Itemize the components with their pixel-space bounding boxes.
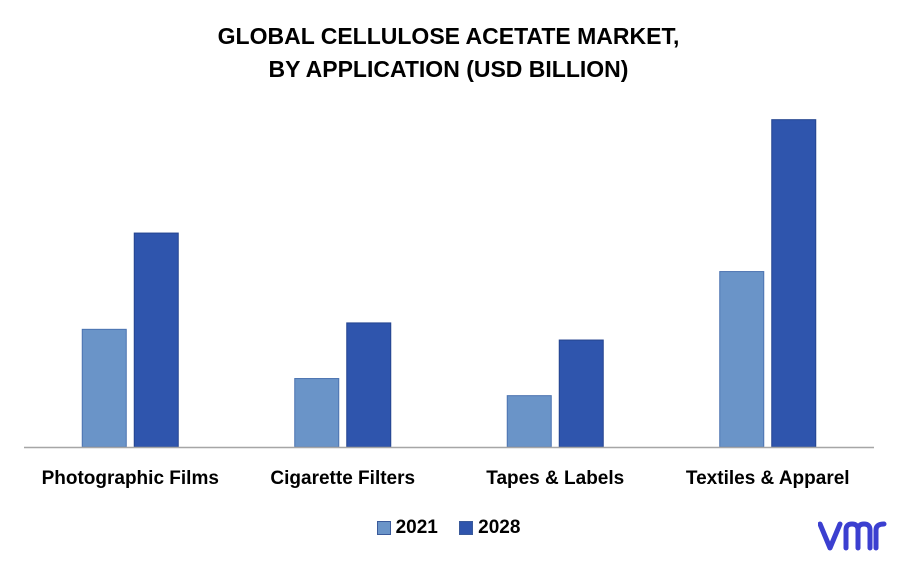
legend-item-2028: 2028 <box>459 517 520 539</box>
bar-2021-cigarette-filters <box>294 378 340 448</box>
chart-legend: 2021 2028 <box>0 517 897 541</box>
legend-swatch-2021 <box>376 521 391 535</box>
x-tick-label: Tapes & Labels <box>486 468 624 489</box>
bar-2028-textiles-apparel <box>771 119 817 448</box>
bar-2028-photographic-films <box>133 232 179 448</box>
vmr-logo <box>818 521 887 551</box>
chart-title-line-1: GLOBAL CELLULOSE ACETATE MARKET, <box>217 23 680 49</box>
bar-2028-tapes-labels <box>558 339 604 448</box>
legend-item-2021: 2021 <box>376 517 438 539</box>
bar-2021-photographic-films <box>81 328 127 448</box>
x-tick-label: Photographic Films <box>42 468 219 489</box>
chart-title: GLOBAL CELLULOSE ACETATE MARKET, BY APPL… <box>0 20 897 86</box>
bar-2021-textiles-apparel <box>719 271 765 448</box>
legend-label-2028: 2028 <box>478 517 521 538</box>
legend-swatch-2028 <box>459 521 474 535</box>
bar-2021-tapes-labels <box>506 395 552 448</box>
chart-title-line-2: BY APPLICATION (USD BILLION) <box>268 56 629 82</box>
x-tick-label: Textiles & Apparel <box>686 468 850 489</box>
legend-label-2021: 2021 <box>395 517 438 538</box>
x-tick-label: Cigarette Filters <box>270 468 415 489</box>
bar-2028-cigarette-filters <box>346 322 392 448</box>
